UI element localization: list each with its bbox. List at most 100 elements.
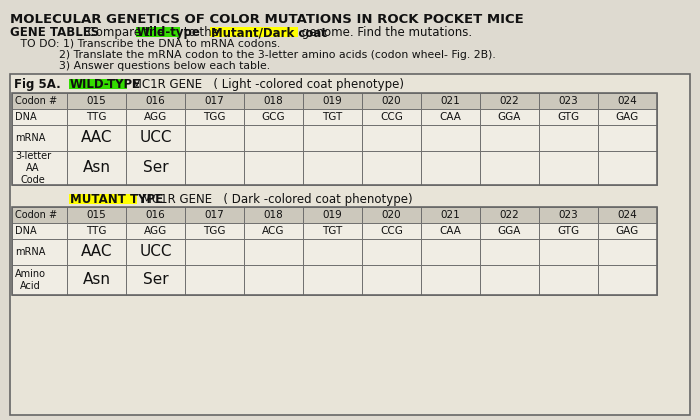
Bar [244,265,303,295]
Bar [480,125,539,151]
Bar [67,93,126,109]
Text: TGT: TGT [323,226,342,236]
Bar [244,125,303,151]
Text: 016: 016 [146,96,165,106]
Text: 015: 015 [87,96,106,106]
Text: 021: 021 [440,210,461,220]
Bar [303,265,362,295]
Bar [303,109,362,125]
Text: 019: 019 [323,210,342,220]
Bar [598,93,657,109]
Text: Asn: Asn [83,273,111,288]
Bar [244,151,303,185]
Bar [185,125,244,151]
Text: 018: 018 [264,210,284,220]
Bar [12,93,67,109]
Bar [67,223,126,239]
Text: 023: 023 [559,210,578,220]
Bar [136,27,180,37]
Bar [185,93,244,109]
Text: mRNA: mRNA [15,247,46,257]
Bar [480,239,539,265]
Bar [362,239,421,265]
Bar [598,223,657,239]
Bar [598,151,657,185]
Text: 024: 024 [617,210,638,220]
Bar [539,207,598,223]
Bar [539,239,598,265]
Bar [126,125,185,151]
Text: TGG: TGG [203,226,225,236]
Bar [362,265,421,295]
Text: mRNA: mRNA [15,133,46,143]
Bar [303,151,362,185]
Bar [598,109,657,125]
Text: CAA: CAA [440,226,461,236]
Bar [244,93,303,109]
Bar [67,109,126,125]
Bar [362,93,421,109]
Bar [185,239,244,265]
Text: TGG: TGG [203,112,225,122]
Text: Wild-type: Wild-type [137,26,201,39]
Text: 017: 017 [204,210,225,220]
Bar [12,151,67,185]
Text: 020: 020 [382,210,401,220]
Bar [12,265,67,295]
Bar [185,265,244,295]
Text: 019: 019 [323,96,342,106]
Bar [185,207,244,223]
Bar [303,239,362,265]
Text: Compare the: Compare the [80,26,168,39]
Text: 015: 015 [87,210,106,220]
Bar [421,223,480,239]
Bar [126,109,185,125]
Bar [69,194,137,204]
Text: WILD-TYPE: WILD-TYPE [70,78,141,91]
Bar [185,109,244,125]
Text: CCG: CCG [380,112,403,122]
Text: UCC: UCC [139,244,172,260]
Text: GENE TABLES: GENE TABLES [10,26,99,39]
Text: AGG: AGG [144,112,167,122]
Bar [126,207,185,223]
Text: GAG: GAG [616,112,639,122]
Bar [10,74,690,415]
Bar [185,151,244,185]
Text: MUTANT TYPE: MUTANT TYPE [70,193,163,206]
Bar [480,223,539,239]
Text: Mutant/Dark coat: Mutant/Dark coat [211,26,327,39]
Text: 3-letter
AA
Code: 3-letter AA Code [15,151,51,185]
Text: TO DO: 1) Transcribe the DNA to mRNA codons.: TO DO: 1) Transcribe the DNA to mRNA cod… [10,39,280,49]
Bar [480,207,539,223]
Bar [421,109,480,125]
Text: DNA: DNA [15,112,36,122]
Text: 020: 020 [382,96,401,106]
Bar [421,125,480,151]
Text: genome. Find the mutations.: genome. Find the mutations. [298,26,472,39]
Bar [185,223,244,239]
Bar [12,223,67,239]
Bar [480,109,539,125]
Bar [598,125,657,151]
Text: ACG: ACG [262,226,285,236]
Bar [244,109,303,125]
Bar [421,207,480,223]
Bar [480,93,539,109]
Bar [362,207,421,223]
Text: TTG: TTG [86,226,106,236]
Bar [539,109,598,125]
Text: 018: 018 [264,96,284,106]
Bar [12,207,657,295]
Bar [67,265,126,295]
Text: Asn: Asn [83,160,111,176]
Bar [126,151,185,185]
Text: GGA: GGA [498,226,522,236]
Text: Amino
Acid: Amino Acid [15,269,46,291]
Bar [539,223,598,239]
Bar [126,265,185,295]
Bar [69,79,127,89]
Bar [12,207,67,223]
Bar [421,265,480,295]
Bar [303,207,362,223]
